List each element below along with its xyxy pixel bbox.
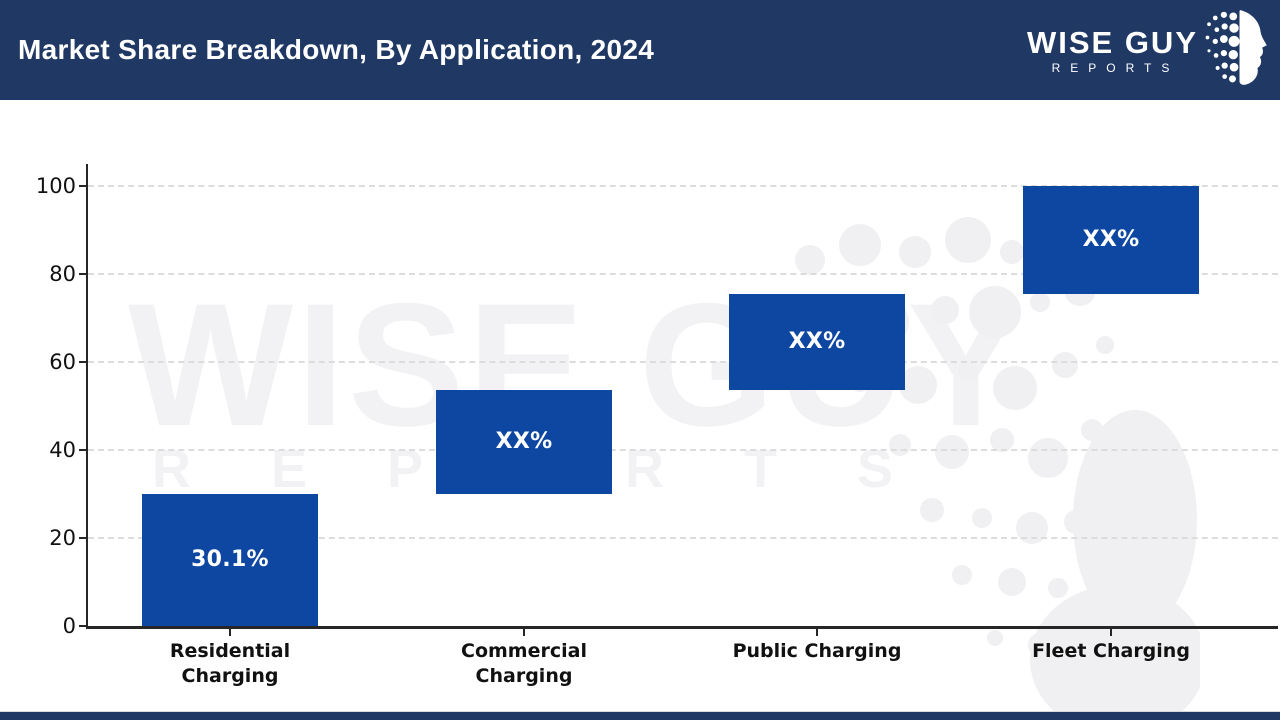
logo-face-icon — [1205, 10, 1267, 85]
x-tick-mark-2 — [523, 629, 525, 636]
bar-public-charging: XX% — [729, 293, 905, 391]
watermark-face-dots — [795, 217, 1200, 720]
y-tick-label-20: 20 — [49, 526, 76, 550]
bar-value-label: XX% — [788, 329, 846, 355]
gridline-20 — [88, 537, 1278, 539]
x-axis-line — [86, 626, 1278, 629]
x-category-label-residential-charging: Residential Charging — [169, 640, 291, 687]
bar-value-label: XX% — [495, 429, 553, 455]
y-tick-mark-40 — [79, 449, 86, 451]
footer-hairline — [0, 711, 1280, 712]
gridline-60 — [88, 361, 1278, 363]
y-tick-mark-100 — [79, 185, 86, 187]
y-tick-mark-60 — [79, 361, 86, 363]
bar-commercial-charging: XX% — [436, 390, 612, 494]
page-title: Market Share Breakdown, By Application, … — [18, 34, 655, 65]
x-category-label-public-charging: Public Charging — [732, 640, 902, 662]
y-tick-label-80: 80 — [49, 262, 76, 286]
x-category-label-fleet-charging: Fleet Charging — [1032, 640, 1190, 662]
bar-value-label: XX% — [1082, 227, 1140, 253]
brand-logo-line1: WISE GUY — [1026, 25, 1198, 60]
brand-logo-line2: REPORTS — [1051, 61, 1180, 75]
bar-value-label: 30.1% — [191, 547, 269, 573]
footer-band — [0, 712, 1280, 720]
x-tick-mark-1 — [229, 629, 231, 636]
y-tick-mark-80 — [79, 273, 86, 275]
y-tick-mark-0 — [79, 625, 86, 627]
bar-fleet-charging: XX% — [1023, 186, 1199, 294]
brand-logo: WISE GUY REPORTS — [1027, 7, 1270, 93]
y-tick-label-60: 60 — [49, 350, 76, 374]
x-category-label-commercial-charging: Commercial Charging — [461, 640, 587, 687]
bar-residential-charging: 30.1% — [142, 493, 318, 626]
brand-logo-text: WISE GUY REPORTS — [1027, 25, 1198, 75]
y-tick-mark-20 — [79, 537, 86, 539]
gridline-40 — [88, 449, 1278, 451]
x-tick-mark-3 — [816, 629, 818, 636]
gridline-80 — [88, 273, 1278, 275]
header-band: Market Share Breakdown, By Application, … — [0, 0, 1280, 100]
y-tick-label-100: 100 — [35, 174, 76, 198]
x-tick-mark-4 — [1110, 629, 1112, 636]
y-tick-label-40: 40 — [49, 438, 76, 462]
y-tick-label-0: 0 — [62, 614, 76, 638]
gridline-100 — [88, 185, 1278, 187]
y-axis-line — [86, 164, 88, 629]
